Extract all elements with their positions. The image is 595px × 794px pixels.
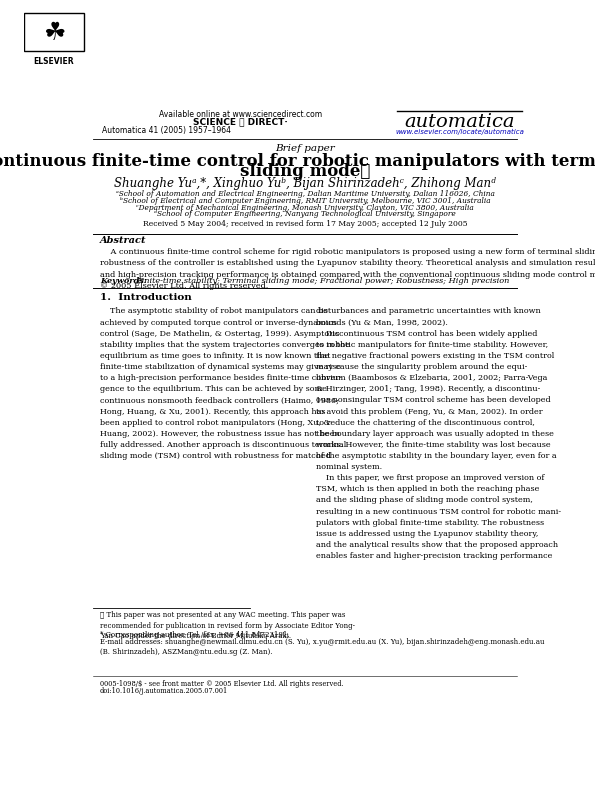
Text: Received 5 May 2004; received in revised form 17 May 2005; accepted 12 July 2005: Received 5 May 2004; received in revised… <box>143 220 467 229</box>
Text: doi:10.1016/j.automatica.2005.07.001: doi:10.1016/j.automatica.2005.07.001 <box>100 687 228 695</box>
Text: * Corresponding author. Tel./fax: +86 411 84723191.: * Corresponding author. Tel./fax: +86 41… <box>100 631 289 639</box>
Text: A continuous finite-time control scheme for rigid robotic manipulators is propos: A continuous finite-time control scheme … <box>100 248 595 290</box>
Text: Finite-time stability; Terminal sliding mode; Fractional power; Robustness; High: Finite-time stability; Terminal sliding … <box>136 277 509 285</box>
Text: Continuous finite-time control for robotic manipulators with terminal: Continuous finite-time control for robot… <box>0 152 595 170</box>
Text: Available online at www.sciencedirect.com: Available online at www.sciencedirect.co… <box>159 110 322 119</box>
Text: SCIENCE ⓓ DIRECT·: SCIENCE ⓓ DIRECT· <box>193 118 288 127</box>
Text: ★ This paper was not presented at any WAC meeting. This paper was
recommended fo: ★ This paper was not presented at any WA… <box>100 611 355 640</box>
Text: The asymptotic stability of robot manipulators can be
achieved by computed torqu: The asymptotic stability of robot manipu… <box>100 307 350 460</box>
Text: automatica: automatica <box>404 113 515 130</box>
Text: Shuanghe Yuᵃ,*, Xinghuo Yuᵇ, Bijan Shirinzadehᶜ, Zhihong Manᵈ: Shuanghe Yuᵃ,*, Xinghuo Yuᵇ, Bijan Shiri… <box>114 177 496 191</box>
Text: disturbances and parametric uncertainties with known
bounds (Yu & Man, 1998, 200: disturbances and parametric uncertaintie… <box>317 307 562 560</box>
Text: www.elsevier.com/locate/automatica: www.elsevier.com/locate/automatica <box>395 129 524 135</box>
Text: 1.  Introduction: 1. Introduction <box>100 293 192 303</box>
Text: Brief paper: Brief paper <box>275 144 335 153</box>
Text: ELSEVIER: ELSEVIER <box>33 57 74 66</box>
Text: ☘: ☘ <box>43 21 65 45</box>
Text: E-mail addresses: shuanghe@newmail.dlmu.edu.cn (S. Yu), x.yu@rmit.edu.au (X. Yu): E-mail addresses: shuanghe@newmail.dlmu.… <box>100 638 544 656</box>
Text: sliding mode★: sliding mode★ <box>240 164 370 180</box>
Text: Automatica 41 (2005) 1957–1964: Automatica 41 (2005) 1957–1964 <box>102 126 231 135</box>
Text: ᶜDepartment of Mechanical Engineering, Monash University, Clayton, VIC 3800, Aus: ᶜDepartment of Mechanical Engineering, M… <box>136 204 474 212</box>
Text: Keywords:: Keywords: <box>100 277 146 285</box>
Text: ᵈSchool of Computer Engineering, Nanyang Technological University, Singapore: ᵈSchool of Computer Engineering, Nanyang… <box>154 210 456 218</box>
Text: 0005-1098/$ - see front matter © 2005 Elsevier Ltd. All rights reserved.: 0005-1098/$ - see front matter © 2005 El… <box>100 680 343 688</box>
Bar <box>24 13 84 52</box>
Text: Abstract: Abstract <box>100 237 146 245</box>
Text: ᵃSchool of Automation and Electrical Engineering, Dalian Maritime University, Da: ᵃSchool of Automation and Electrical Eng… <box>115 191 494 198</box>
Text: ᵇSchool of Electrical and Computer Engineering, RMIT University, Melbourne, VIC : ᵇSchool of Electrical and Computer Engin… <box>120 197 490 205</box>
